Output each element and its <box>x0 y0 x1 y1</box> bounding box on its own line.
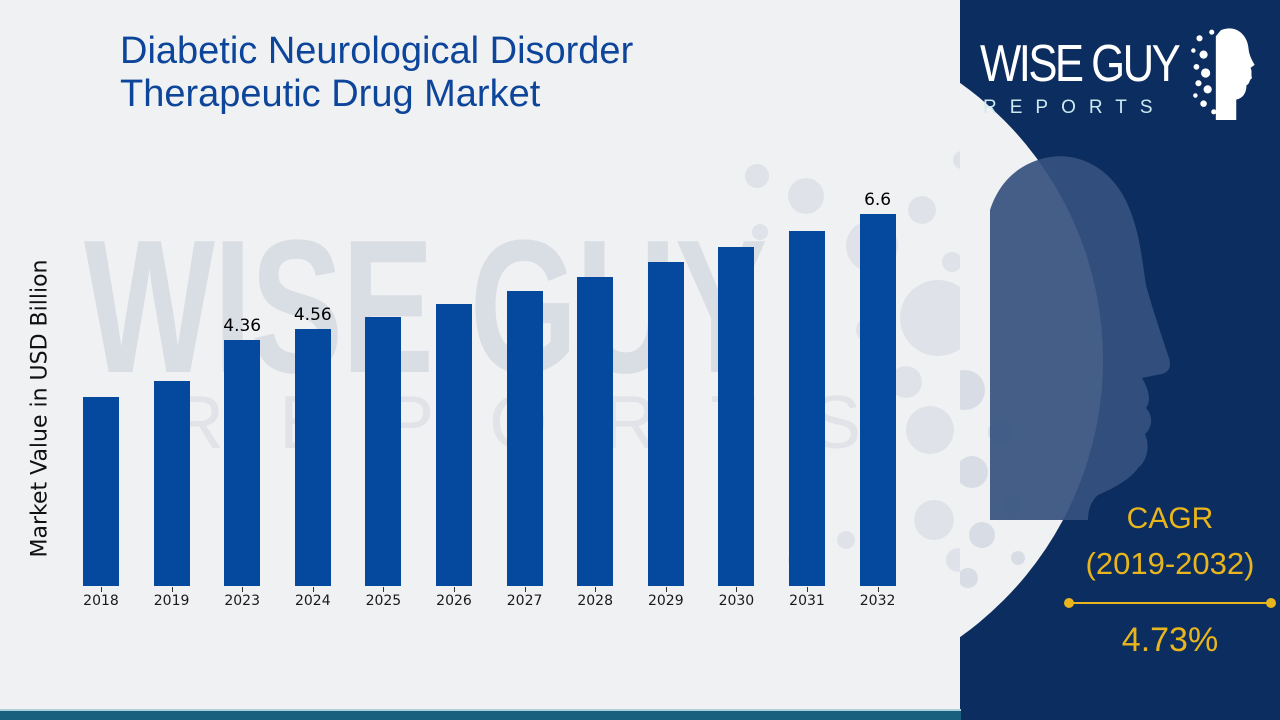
x-axis-label-2031: 2031 <box>789 593 825 609</box>
y-axis-label: Market Value in USD Billion <box>27 259 53 558</box>
x-axis-label-2018: 2018 <box>83 593 119 609</box>
panel-dot <box>960 456 988 488</box>
x-axis-label-2025: 2025 <box>365 593 402 609</box>
watermark-dot <box>752 224 768 240</box>
bar-2018 <box>83 397 119 586</box>
brand-head-icon <box>1191 28 1255 120</box>
brand-logo-subtext: REPORTS <box>983 97 1166 118</box>
bar-value-label-2023: 4.36 <box>223 316 262 337</box>
bar-2030 <box>718 247 755 586</box>
bar-2029 <box>647 262 684 586</box>
x-axis-tick <box>312 587 314 592</box>
x-axis-tick <box>171 587 173 592</box>
page-title-line2: Therapeutic Drug Market <box>120 73 541 115</box>
x-axis-tick <box>736 587 738 592</box>
brand-logo-wordmark: WISE GUY <box>980 35 1181 93</box>
x-axis-label-2026: 2026 <box>436 593 472 609</box>
bar-2019 <box>153 381 190 586</box>
bar-2031 <box>789 231 825 586</box>
cagr-block: CAGR (2019-2032) 4.73% <box>1055 502 1280 660</box>
x-axis-label-2032: 2032 <box>859 593 896 609</box>
x-axis-tick <box>807 587 808 592</box>
x-axis-tick <box>877 587 879 592</box>
watermark-dot <box>837 531 855 549</box>
cagr-label: CAGR <box>1126 502 1214 535</box>
x-axis-label-2028: 2028 <box>577 593 613 609</box>
x-axis-tick <box>665 587 667 592</box>
bar-2024 <box>294 328 331 586</box>
panel-dot <box>1011 551 1025 565</box>
x-axis-tick <box>383 587 385 592</box>
x-axis-label-2029: 2029 <box>647 593 684 609</box>
cagr-value: 4.73% <box>1121 621 1219 659</box>
bar-2025 <box>365 316 402 586</box>
face-profile-icon <box>990 156 1170 520</box>
cagr-divider-line <box>1064 598 1276 608</box>
brand-panel: WISE GUY REPORTS CAGR (2019-2032) 4.73% <box>960 0 1280 720</box>
bar-2023 <box>224 340 261 586</box>
bar-value-label-2032: 6.6 <box>864 189 892 210</box>
x-axis-tick <box>595 587 597 592</box>
watermark-dot <box>942 252 962 272</box>
watermark-dot <box>788 178 824 214</box>
x-axis-label-2023: 2023 <box>224 593 260 609</box>
page-title: Diabetic Neurological Disorder Therapeut… <box>120 30 633 116</box>
x-axis-label-2024: 2024 <box>294 593 331 609</box>
watermark-dot <box>745 164 769 188</box>
page-title-line1: Diabetic Neurological Disorder <box>120 30 634 72</box>
watermark-dot <box>906 406 954 454</box>
bar-value-label-2024: 4.56 <box>293 304 332 325</box>
bar-2027 <box>506 291 543 586</box>
x-axis-tick <box>524 587 526 592</box>
panel-dot <box>960 568 978 588</box>
brand-logo: WISE GUY REPORTS <box>980 38 1216 119</box>
bar-2026 <box>436 304 472 586</box>
panel-dot <box>969 522 995 548</box>
x-axis-tick <box>454 587 455 592</box>
watermark-dot <box>908 196 936 224</box>
footer-strip <box>0 709 961 720</box>
x-axis-label-2030: 2030 <box>718 593 755 609</box>
x-axis-tick <box>242 587 244 592</box>
x-axis-label-2019: 2019 <box>153 593 190 609</box>
bar-2028 <box>577 277 614 586</box>
x-axis-label-2027: 2027 <box>506 593 543 609</box>
x-axis-tick <box>101 587 102 592</box>
cagr-range: (2019-2032) <box>1085 546 1255 581</box>
bar-2032 <box>859 213 896 586</box>
watermark-dot <box>914 500 954 540</box>
